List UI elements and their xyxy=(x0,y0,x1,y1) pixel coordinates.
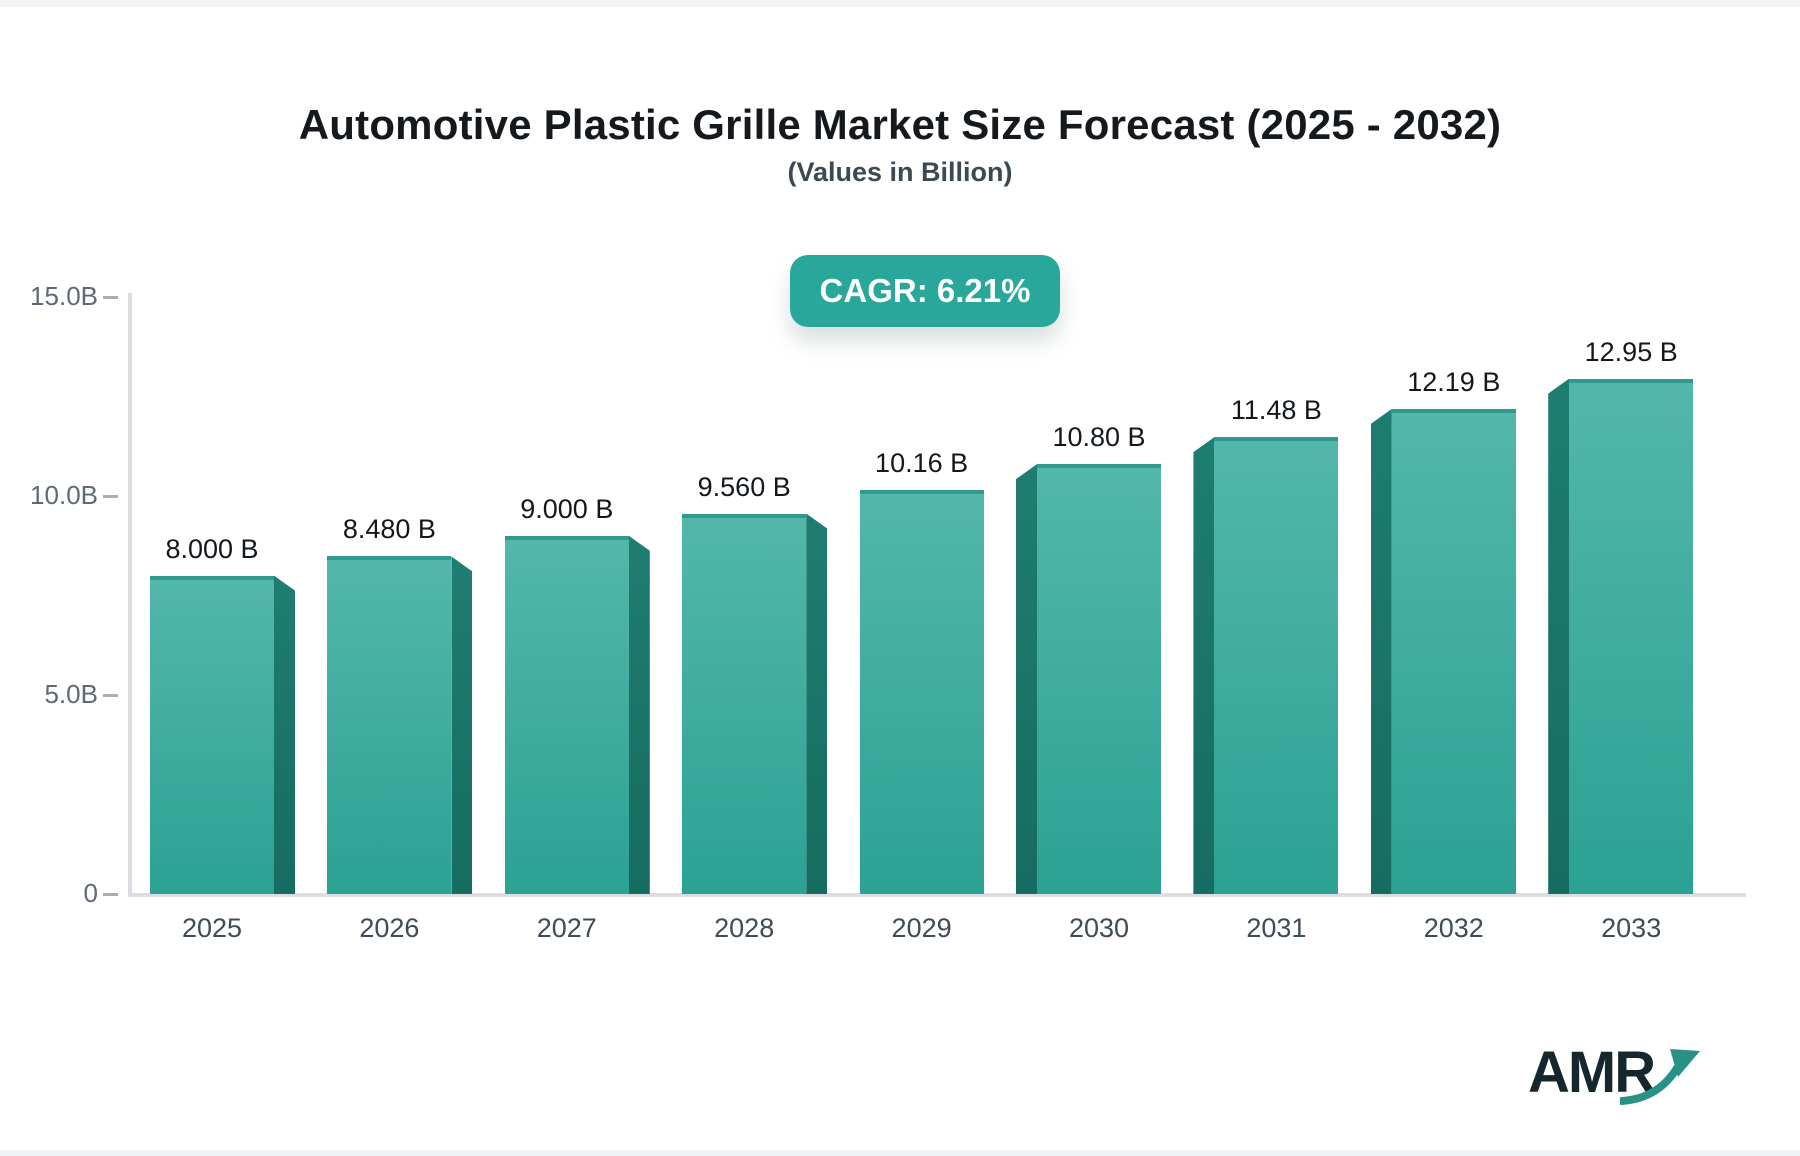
y-axis-tick-label-0: 0 xyxy=(83,878,98,908)
chart-card: Automotive Plastic Grille Market Size Fo… xyxy=(0,7,1800,1150)
bar-side-panel-2032 xyxy=(1370,408,1392,894)
x-axis-label-2032: 2032 xyxy=(1423,913,1484,943)
x-axis-label-2025: 2025 xyxy=(181,913,243,943)
chart-subtitle: (Values in Billion) xyxy=(787,157,1013,187)
page-edge-bottom xyxy=(0,1150,1800,1156)
y-axis-tick-label-5.0B: 5.0B xyxy=(44,679,99,709)
bar-side-panel-2027 xyxy=(628,535,650,894)
bar-value-label-2031: 11.48 B xyxy=(1230,395,1322,426)
bar-2025[interactable] xyxy=(150,575,274,894)
bar-2028[interactable] xyxy=(682,513,807,894)
bar-side-panel-2026 xyxy=(451,556,473,894)
bar-side-panel-2031 xyxy=(1193,437,1215,894)
bar-2033[interactable] xyxy=(1569,378,1694,894)
bar-value-label-2027: 9.000 B xyxy=(520,493,614,524)
bar-value-label-2028: 9.560 B xyxy=(697,471,791,502)
x-axis-label-2028: 2028 xyxy=(714,913,775,943)
y-axis-line xyxy=(128,293,132,897)
bar-2029[interactable] xyxy=(859,489,984,894)
bar-value-label-2026: 8.480 B xyxy=(342,514,436,545)
x-axis-label-2029: 2029 xyxy=(891,913,952,943)
y-axis-tick-mark xyxy=(103,893,118,896)
x-axis-line xyxy=(128,893,1746,897)
bar-side-panel-2028 xyxy=(806,513,828,894)
bar-2031[interactable] xyxy=(1214,437,1339,894)
bar-side-panel-2033 xyxy=(1548,378,1570,894)
x-axis-label-2027: 2027 xyxy=(536,913,597,943)
x-axis-label-2026: 2026 xyxy=(359,913,420,943)
cagr-badge: CAGR: 6.21% xyxy=(790,255,1060,327)
bar-2032[interactable] xyxy=(1391,408,1516,894)
bar-2026[interactable] xyxy=(327,556,452,894)
chart-title: Automotive Plastic Grille Market Size Fo… xyxy=(298,101,1502,148)
y-axis-tick-mark xyxy=(103,694,118,697)
y-axis-tick-mark xyxy=(103,495,118,498)
y-axis-tick-label-15.0B: 15.0B xyxy=(30,281,98,311)
x-axis-label-2031: 2031 xyxy=(1246,913,1307,943)
bar-value-label-2032: 12.19 B xyxy=(1407,366,1501,397)
bar-value-label-2029: 10.16 B xyxy=(875,447,969,478)
bar-2030[interactable] xyxy=(1037,464,1161,894)
bar-value-label-2033: 12.95 B xyxy=(1584,336,1678,367)
page-edge-top xyxy=(0,0,1800,7)
x-axis-label-2030: 2030 xyxy=(1068,913,1130,943)
y-axis-tick-mark xyxy=(103,296,118,299)
bar-2027[interactable] xyxy=(504,535,629,894)
bar-side-panel-2025 xyxy=(274,575,295,894)
y-axis-tick-label-10.0B: 10.0B xyxy=(30,480,98,510)
bar-value-label-2025: 8.000 B xyxy=(165,533,259,564)
growth-arrow-icon xyxy=(1620,1049,1700,1105)
amr-logo-text: AMR xyxy=(1528,1040,1656,1105)
bar-value-label-2030: 10.80 B xyxy=(1052,422,1146,453)
bar-side-panel-2030 xyxy=(1016,464,1037,894)
x-axis-label-2033: 2033 xyxy=(1601,913,1662,943)
amr-logo: AMR xyxy=(1528,1037,1718,1117)
